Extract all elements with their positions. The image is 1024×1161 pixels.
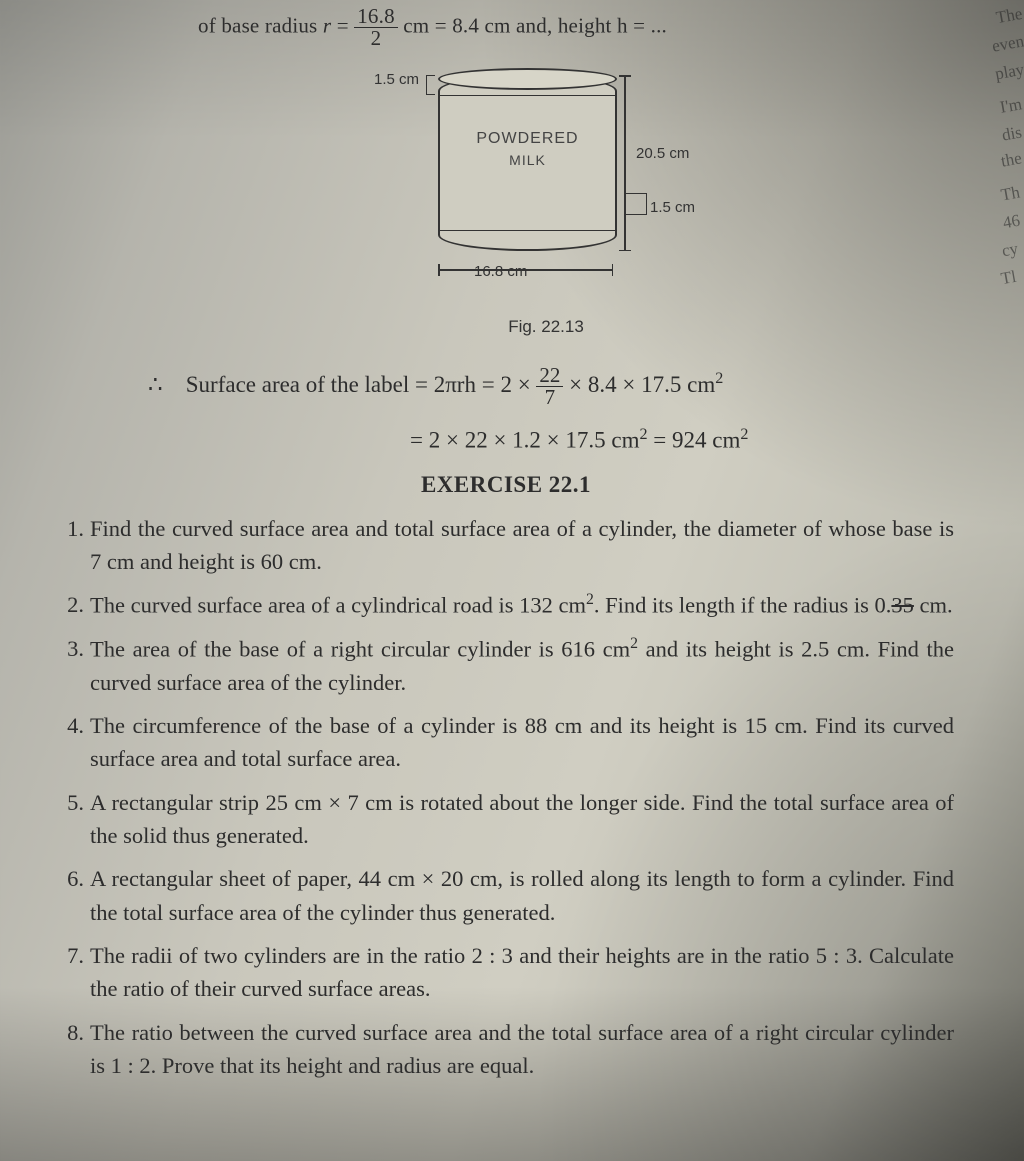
exercise-list: 1. Find the curved surface area and tota… xyxy=(48,512,964,1082)
top-band-bracket xyxy=(426,75,435,95)
top-frac-num: 16.8 xyxy=(354,6,398,28)
edge-hint: I'm xyxy=(998,94,1023,118)
can-top-ellipse xyxy=(438,68,617,90)
eq-line2a: = 2 × 22 × 1.2 × 17.5 cm xyxy=(410,428,639,453)
top-var: r xyxy=(323,13,331,37)
bottom-band-bracket xyxy=(624,193,647,215)
edge-hint: The xyxy=(994,4,1024,28)
exercise-item-6: 6. A rectangular sheet of paper, 44 cm ×… xyxy=(54,862,954,929)
exercise-item-8: 8. The ratio between the curved surface … xyxy=(54,1016,954,1083)
page-curl-edge: The even play I'm dis the Th 46 cy Tl xyxy=(982,0,1024,360)
equation-line-1: ∴ Surface area of the label = 2πrh = 2 ×… xyxy=(148,365,964,408)
eq-sup1: 2 xyxy=(715,370,723,387)
eq-line2b: = 924 cm xyxy=(653,428,740,453)
item-text-b: . Find its length if the radius is 0.35 … xyxy=(594,593,953,618)
can-label-area: POWDERED MILK xyxy=(438,95,617,231)
exercise-heading: EXERCISE 22.1 xyxy=(48,472,964,498)
exercise-item-5: 5. A rectangular strip 25 cm × 7 cm is r… xyxy=(54,786,954,853)
dim-diameter: 16.8 cm xyxy=(474,263,527,280)
dim-top-band: 1.5 cm xyxy=(374,71,419,88)
item-number: 8. xyxy=(54,1016,84,1049)
edge-hint: 46 xyxy=(1001,211,1021,234)
top-prefix: of base radius xyxy=(198,13,323,37)
struck-digits: 35 xyxy=(891,593,914,618)
therefore-symbol: ∴ xyxy=(148,372,180,398)
height-rule xyxy=(624,75,626,251)
exercise-item-4: 4. The circumference of the base of a cy… xyxy=(54,709,954,776)
edge-hint: play xyxy=(993,60,1024,85)
edge-hint: even xyxy=(990,31,1024,56)
item-number: 5. xyxy=(54,786,84,819)
exercise-item-7: 7. The radii of two cylinders are in the… xyxy=(54,939,954,1006)
exercise-item-2: 2. The curved surface area of a cylindri… xyxy=(54,588,954,622)
item-text: The circumference of the base of a cylin… xyxy=(90,713,954,771)
item-text-a: The area of the base of a right circular… xyxy=(90,637,630,662)
eq-lead: Surface area of the label = 2πrh = 2 × xyxy=(186,372,537,397)
edge-hint: the xyxy=(1000,148,1024,171)
item-text: A rectangular sheet of paper, 44 cm × 20… xyxy=(90,866,954,924)
item-number: 3. xyxy=(54,632,84,665)
edge-hint: cy xyxy=(1000,239,1019,261)
top-frac-den: 2 xyxy=(354,28,398,49)
eq-sup2: 2 xyxy=(639,426,647,443)
item-number: 4. xyxy=(54,709,84,742)
edge-hint: Th xyxy=(1000,183,1022,206)
item-text: Find the curved surface area and total s… xyxy=(90,516,954,574)
eq-tail1: × 8.4 × 17.5 cm xyxy=(569,372,715,397)
eq-frac-den: 7 xyxy=(536,387,563,408)
exercise-item-1: 1. Find the curved surface area and tota… xyxy=(54,512,954,579)
dim-bottom-band: 1.5 cm xyxy=(650,199,695,216)
edge-hint: Tl xyxy=(999,267,1017,289)
item-text-a: The curved surface area of a cylindrical… xyxy=(90,593,586,618)
dim-height: 20.5 cm xyxy=(636,145,689,162)
figure-wrap: POWDERED MILK 1.5 cm 20.5 cm 1.5 cm 16.8… xyxy=(48,49,964,317)
edge-hint: dis xyxy=(1001,122,1024,145)
item-text: The ratio between the curved surface are… xyxy=(90,1020,954,1078)
item-text: A rectangular strip 25 cm × 7 cm is rota… xyxy=(90,790,954,848)
top-after: cm = 8.4 cm and, height h = ... xyxy=(403,13,667,37)
item-number: 7. xyxy=(54,939,84,972)
top-fraction: 16.8 2 xyxy=(354,6,398,49)
can-body: POWDERED MILK xyxy=(438,75,617,251)
eq-sup3: 2 xyxy=(740,426,748,443)
item-text: The radii of two cylinders are in the ra… xyxy=(90,943,954,1001)
page: of base radius r = 16.8 2 cm = 8.4 cm an… xyxy=(0,0,1024,1161)
equation-line-2: = 2 × 22 × 1.2 × 17.5 cm2 = 924 cm2 xyxy=(410,426,964,454)
item-number: 2. xyxy=(54,588,84,621)
can-label-line2: MILK xyxy=(438,152,617,168)
item-number: 6. xyxy=(54,862,84,895)
eq-fraction: 22 7 xyxy=(536,365,563,408)
eq-frac-num: 22 xyxy=(536,365,563,387)
item-number: 1. xyxy=(54,512,84,545)
can-label-line1: POWDERED xyxy=(438,130,617,148)
cylinder-figure: POWDERED MILK 1.5 cm 20.5 cm 1.5 cm 16.8… xyxy=(398,67,708,307)
exercise-item-3: 3. The area of the base of a right circu… xyxy=(54,632,954,699)
top-line: of base radius r = 16.8 2 cm = 8.4 cm an… xyxy=(198,0,964,49)
equation-block: ∴ Surface area of the label = 2πrh = 2 ×… xyxy=(148,365,964,454)
figure-caption: Fig. 22.13 xyxy=(128,317,964,337)
